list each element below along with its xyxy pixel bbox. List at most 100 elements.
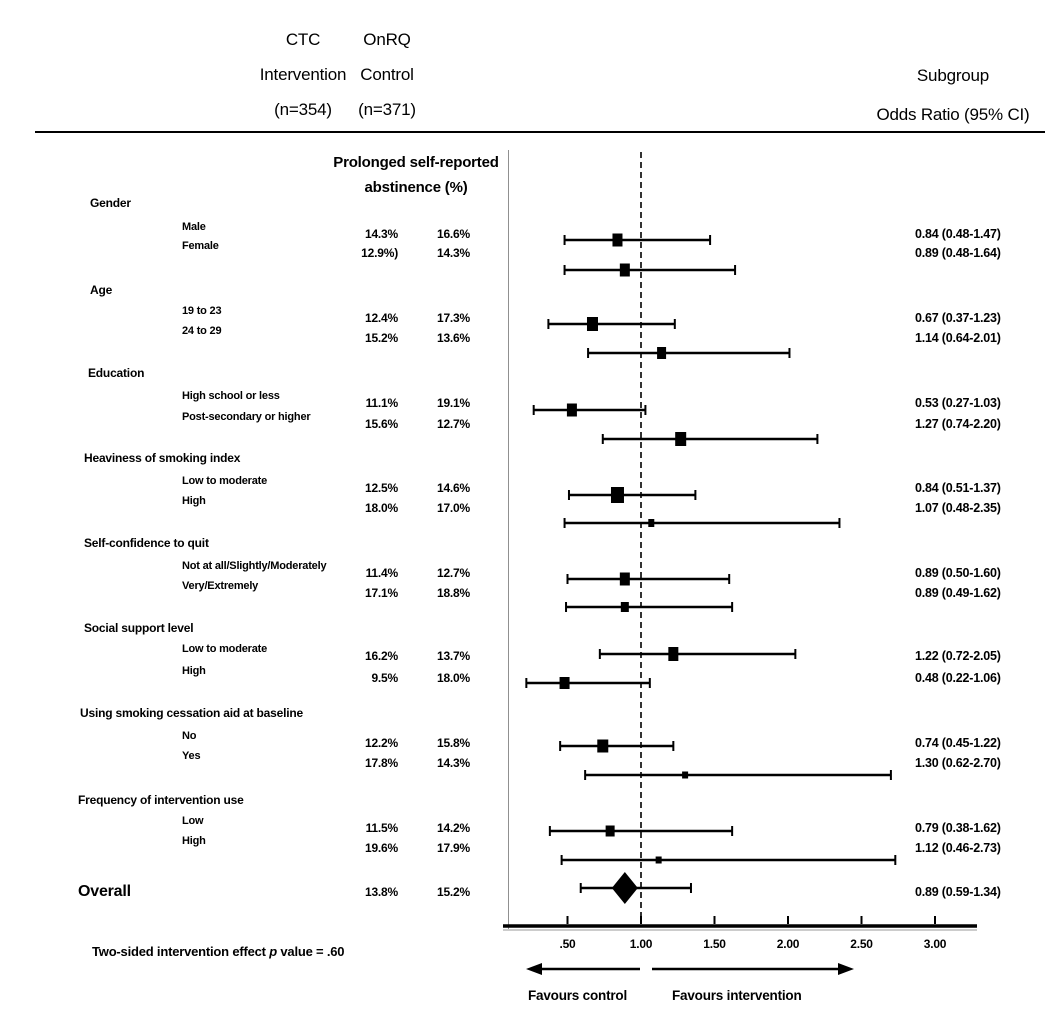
or-marker xyxy=(605,825,615,837)
intervention-header-line3: (n=354) xyxy=(274,100,332,119)
ctc-percent: 18.0% xyxy=(364,501,398,515)
group-header: Using smoking cessation aid at baseline xyxy=(80,706,303,720)
ctc-percent: 14.3% xyxy=(364,227,398,241)
tick-label: 2.50 xyxy=(850,937,873,951)
p-value-prefix: Two-sided intervention effect xyxy=(92,944,270,959)
intervention-header-line1: CTC xyxy=(285,30,321,49)
odds-ratio-text: 0.67 (0.37-1.23) xyxy=(915,311,1001,325)
control-header-line3: (n=371) xyxy=(358,100,416,119)
ctc-percent: 12.4% xyxy=(364,311,398,325)
onrq-percent: 17.3% xyxy=(436,311,470,325)
row-label: 24 to 29 xyxy=(182,325,222,337)
odds-ratio-text: 0.53 (0.27-1.03) xyxy=(915,396,1001,410)
ctc-percent: 13.8% xyxy=(364,885,398,899)
or-marker xyxy=(655,856,662,864)
odds-ratio-text: 0.89 (0.59-1.34) xyxy=(915,885,1001,899)
row-label: Yes xyxy=(182,750,201,762)
odds-ratio-header-line1: Subgroup xyxy=(916,66,990,85)
onrq-percent: 17.9% xyxy=(436,841,470,855)
group-header: Gender xyxy=(90,196,131,210)
row-label: Not at all/Slightly/Moderately xyxy=(182,560,327,572)
overall-diamond xyxy=(611,872,638,904)
or-marker xyxy=(620,602,629,612)
row-label: Low xyxy=(182,815,204,827)
header-divider xyxy=(35,131,1045,133)
ctc-percent: 16.2% xyxy=(364,649,398,663)
onrq-percent: 14.3% xyxy=(436,246,470,260)
odds-ratio-text: 1.22 (0.72-2.05) xyxy=(915,649,1001,663)
row-label: High xyxy=(182,495,206,507)
onrq-percent: 13.6% xyxy=(436,331,470,345)
onrq-percent: 14.3% xyxy=(436,756,470,770)
or-marker xyxy=(586,317,598,331)
or-marker xyxy=(566,403,577,417)
ctc-percent: 15.2% xyxy=(364,331,398,345)
or-marker xyxy=(559,677,570,689)
odds-ratio-text: 0.84 (0.51-1.37) xyxy=(915,481,1001,495)
group-header: Social support level xyxy=(84,621,194,635)
onrq-percent: 12.7% xyxy=(436,417,470,431)
onrq-percent: 15.2% xyxy=(436,885,470,899)
left-arrowhead xyxy=(526,963,542,975)
row-label: High xyxy=(182,835,206,847)
ctc-percent: 12.9%) xyxy=(361,246,398,260)
odds-ratio-text: 0.79 (0.38-1.62) xyxy=(915,821,1001,835)
ctc-percent: 12.5% xyxy=(364,481,398,495)
intervention-header-line2: Intervention xyxy=(259,65,347,84)
odds-ratio-header-line2: Odds Ratio (95% CI) xyxy=(876,105,1030,124)
tick-label: 1.50 xyxy=(703,937,726,951)
row-label: Post-secondary or higher xyxy=(182,411,311,423)
onrq-percent: 12.7% xyxy=(436,566,470,580)
onrq-percent: 16.6% xyxy=(436,227,470,241)
p-symbol: p xyxy=(269,944,277,959)
abstinence-header: Prolonged self-reported abstinence (%) xyxy=(330,150,502,200)
or-marker xyxy=(668,647,679,661)
row-label: High school or less xyxy=(182,390,280,402)
favours-intervention-label: Favours intervention xyxy=(672,988,802,1003)
onrq-percent: 18.8% xyxy=(436,586,470,600)
odds-ratio-text: 1.30 (0.62-2.70) xyxy=(915,756,1001,770)
abstinence-header-line1: Prolonged self-reported xyxy=(333,154,499,171)
favours-control-label: Favours control xyxy=(528,988,628,1003)
tick-label: 1.00 xyxy=(629,937,653,951)
row-label: No xyxy=(182,730,197,742)
row-label: Low to moderate xyxy=(182,643,268,655)
odds-ratio-text: 0.84 (0.48-1.47) xyxy=(915,227,1001,241)
tick-label: .50 xyxy=(559,937,576,951)
onrq-percent: 14.6% xyxy=(436,481,470,495)
or-marker xyxy=(648,519,655,527)
tick-label: 3.00 xyxy=(923,937,947,951)
row-label: Female xyxy=(182,240,219,252)
row-label: Male xyxy=(182,221,206,233)
odds-ratio-text: 0.89 (0.49-1.62) xyxy=(915,586,1001,600)
ctc-percent: 15.6% xyxy=(364,417,398,431)
ctc-percent: 17.8% xyxy=(364,756,398,770)
or-marker xyxy=(619,572,630,586)
or-marker xyxy=(657,347,667,359)
control-header-line1: OnRQ xyxy=(363,30,411,49)
or-marker xyxy=(682,771,689,779)
group-header: Self-confidence to quit xyxy=(84,536,209,550)
or-marker xyxy=(597,739,609,753)
ctc-percent: 9.5% xyxy=(371,671,398,685)
group-header: Frequency of intervention use xyxy=(78,793,244,807)
or-marker xyxy=(612,233,623,247)
group-header: Age xyxy=(90,283,113,297)
p-value-note: Two-sided intervention effect p value = … xyxy=(92,944,345,959)
ctc-percent: 19.6% xyxy=(364,841,398,855)
or-marker xyxy=(610,487,624,503)
onrq-percent: 17.0% xyxy=(436,501,470,515)
group-header: Heaviness of smoking index xyxy=(84,451,241,465)
or-marker xyxy=(675,432,687,446)
control-column-header: OnRQ Control (n=371) xyxy=(344,22,430,127)
ctc-percent: 11.5% xyxy=(365,821,399,835)
intervention-column-header: CTC Intervention (n=354) xyxy=(253,22,353,127)
abstinence-header-line2: abstinence (%) xyxy=(364,179,468,196)
odds-ratio-column-header: Subgroup Odds Ratio (95% CI) xyxy=(866,56,1040,134)
row-label: 19 to 23 xyxy=(182,305,222,317)
ctc-percent: 17.1% xyxy=(364,586,398,600)
plot-left-border xyxy=(508,150,509,929)
ctc-percent: 11.4% xyxy=(365,566,399,580)
